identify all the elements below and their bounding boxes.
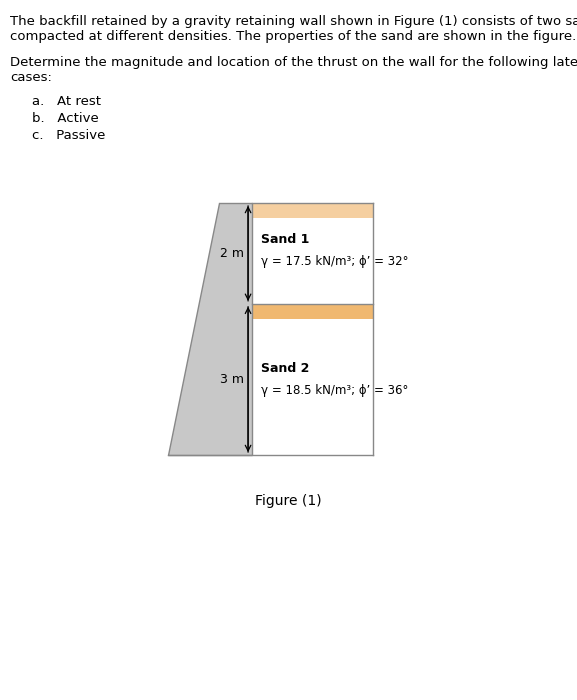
Text: 2 m: 2 m <box>220 247 244 260</box>
Text: a.   At rest: a. At rest <box>32 95 101 108</box>
Text: b.   Active: b. Active <box>32 112 99 125</box>
Text: The backfill retained by a gravity retaining wall shown in Figure (1) consists o: The backfill retained by a gravity retai… <box>10 15 577 43</box>
Polygon shape <box>252 203 373 218</box>
Text: Sand 2: Sand 2 <box>261 362 309 375</box>
Text: γ = 18.5 kN/m³; ϕ’ = 36°: γ = 18.5 kN/m³; ϕ’ = 36° <box>261 384 408 397</box>
Text: 3 m: 3 m <box>220 373 244 386</box>
Text: Sand 1: Sand 1 <box>261 233 309 246</box>
Text: c.   Passive: c. Passive <box>32 129 105 142</box>
Polygon shape <box>252 304 373 319</box>
Text: Figure (1): Figure (1) <box>255 494 322 508</box>
Text: γ = 17.5 kN/m³; ϕ’ = 32°: γ = 17.5 kN/m³; ϕ’ = 32° <box>261 256 408 268</box>
Text: Determine the magnitude and location of the thrust on the wall for the following: Determine the magnitude and location of … <box>10 56 577 84</box>
Polygon shape <box>168 203 252 455</box>
